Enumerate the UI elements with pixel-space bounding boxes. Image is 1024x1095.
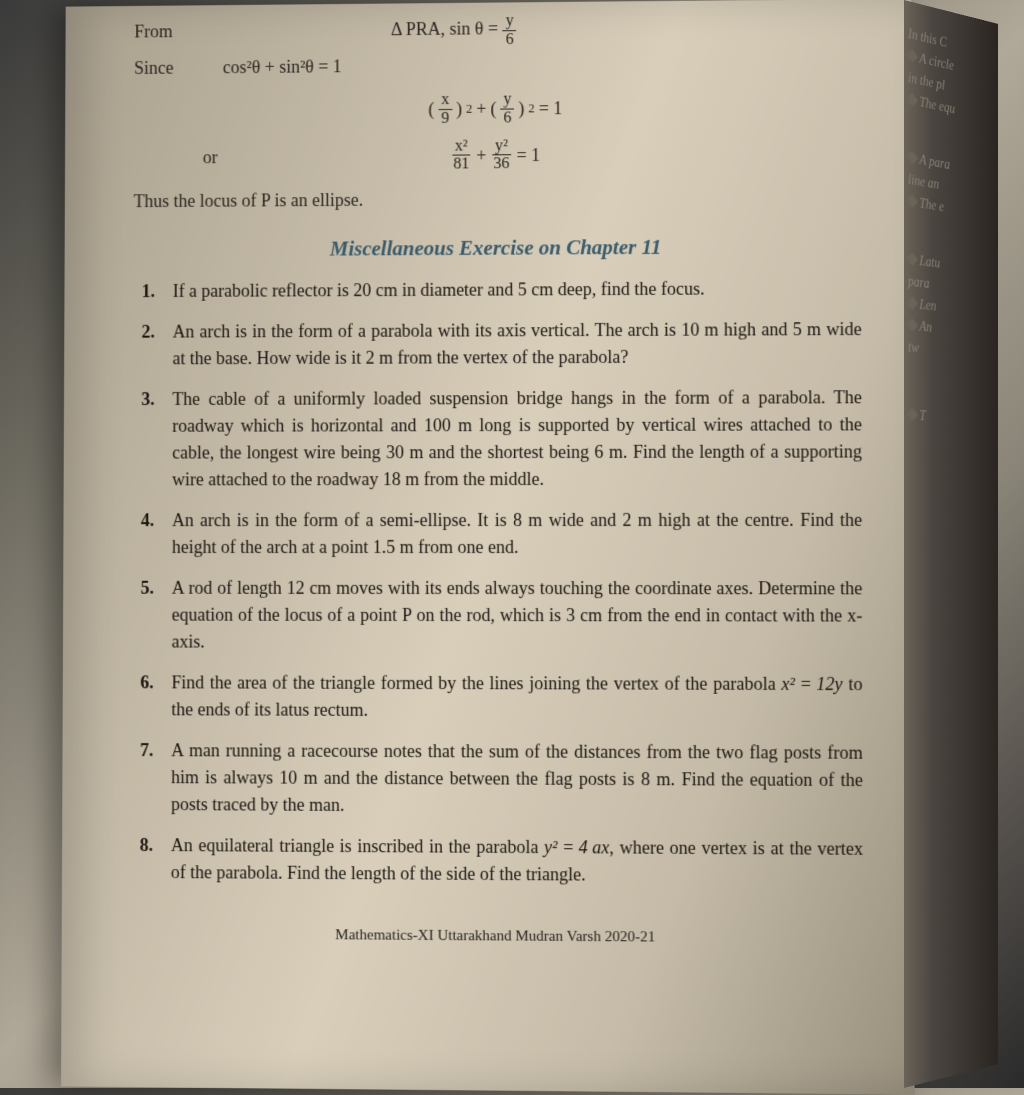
trig-identity: cos²θ + sin²θ = 1 [223, 50, 342, 83]
bullet-icon [906, 150, 917, 164]
equation-2: x² 81 + y² 36 = 1 [450, 137, 540, 174]
question-text: If a parabolic reflector is 20 cm in dia… [173, 275, 862, 305]
bullet-icon [906, 252, 917, 266]
question-text: A man running a racecourse notes that th… [171, 737, 863, 821]
question-6: 6. Find the area of the triangle formed … [132, 669, 863, 725]
question-number: 6. [132, 669, 154, 723]
question-5: 5. A rod of length 12 cm moves with its … [132, 574, 863, 656]
question-2: 2. An arch is in the form of a parabola … [133, 316, 862, 372]
fraction-y2-over-36: y² 36 [490, 137, 512, 174]
question-text: The cable of a uniformly loaded suspensi… [172, 384, 862, 493]
exercise-title: Miscellaneous Exercise on Chapter 11 [133, 234, 861, 263]
question-number: 2. [133, 318, 155, 372]
question-number: 7. [131, 737, 153, 818]
question-number: 3. [133, 386, 155, 493]
question-4: 4. An arch is in the form of a semi-elli… [132, 506, 862, 560]
fraction-x-over-9: x 9 [438, 91, 452, 127]
adjacent-page: In this C A circle in the pl The equ A p… [904, 0, 998, 1088]
partial-text: An [908, 318, 994, 342]
question-text: Find the area of the triangle formed by … [171, 669, 862, 725]
locus-conclusion: Thus the locus of P is an ellipse. [134, 181, 862, 218]
question-8: 8. An equilateral triangle is inscribed … [131, 832, 863, 890]
partial-text: T [908, 408, 994, 429]
math-expression: y² = 4 ax [544, 834, 609, 862]
fraction-x2-over-81: x² 81 [450, 137, 472, 174]
bullet-icon [906, 318, 917, 332]
question-7: 7. A man running a racecourse notes that… [131, 737, 863, 821]
bullet-icon [906, 407, 917, 421]
or-label: or [203, 141, 218, 173]
fraction-y-over-6b: y 6 [500, 91, 514, 127]
since-label: Since [134, 51, 193, 83]
question-text: An arch is in the form of a semi-ellipse… [172, 506, 862, 560]
bullet-icon [906, 296, 917, 310]
partial-text: para [908, 275, 994, 301]
question-number: 8. [131, 832, 153, 886]
from-label: From [134, 16, 193, 48]
math-expression: x² = 12y [781, 670, 842, 697]
question-text: An arch is in the form of a parabola wit… [172, 316, 861, 372]
partial-text: tw [908, 340, 994, 364]
bullet-icon [906, 194, 917, 208]
bullet-icon [906, 93, 917, 107]
equation-1: ( x 9 )2 + ( y 6 )2 = 1 [134, 88, 861, 130]
question-number: 1. [133, 278, 155, 305]
question-1: 1. If a parabolic reflector is 20 cm in … [133, 275, 861, 305]
derivation-section: From Δ PRA, sin θ = y 6 Since cos²θ + si… [134, 9, 862, 218]
question-number: 5. [132, 574, 154, 655]
delta-text: Δ PRA, sin θ = [391, 19, 498, 40]
bullet-icon [906, 49, 917, 63]
question-3: 3. The cable of a uniformly loaded suspe… [133, 384, 863, 493]
question-number: 4. [132, 507, 154, 561]
partial-text: Len [908, 296, 994, 321]
question-text: A rod of length 12 cm moves with its end… [172, 574, 863, 656]
equation-2-row: or x² 81 + y² 36 = 1 [134, 134, 861, 175]
textbook-page: From Δ PRA, sin θ = y 6 Since cos²θ + si… [61, 0, 915, 1095]
fraction-y-over-6: y 6 [503, 12, 517, 48]
question-text: An equilateral triangle is inscribed in … [171, 832, 863, 890]
page-footer: Mathematics-XI Uttarakhand Mudran Varsh … [131, 926, 863, 948]
